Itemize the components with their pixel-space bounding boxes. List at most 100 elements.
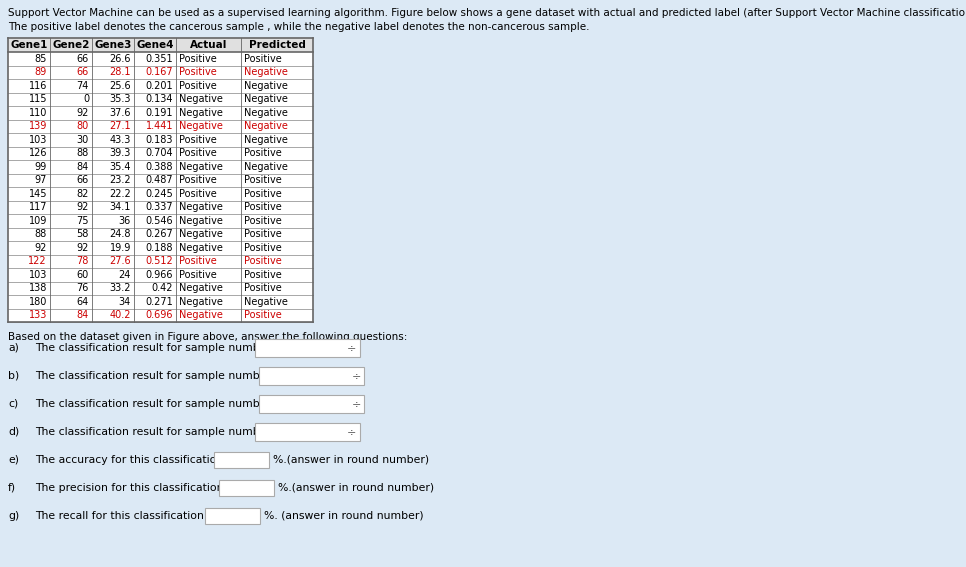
Text: a): a) [8, 343, 19, 353]
Text: The classification result for sample number 2 is: The classification result for sample num… [35, 343, 294, 353]
Text: Negative: Negative [179, 243, 223, 253]
Text: Negative: Negative [179, 284, 223, 293]
Text: d): d) [8, 427, 19, 437]
Text: 0.351: 0.351 [145, 54, 173, 64]
Bar [214, 452, 270, 468]
Text: 145: 145 [29, 189, 47, 199]
Text: 0.487: 0.487 [145, 175, 173, 185]
Text: 33.2: 33.2 [109, 284, 131, 293]
Text: 76: 76 [76, 284, 89, 293]
Text: 0.183: 0.183 [146, 135, 173, 145]
Text: Positive: Positive [179, 175, 216, 185]
Text: The classification result for sample number 20 is: The classification result for sample num… [35, 399, 300, 409]
Text: e): e) [8, 455, 19, 465]
Text: Positive: Positive [179, 189, 216, 199]
Text: 103: 103 [29, 270, 47, 280]
Text: 0.134: 0.134 [146, 94, 173, 104]
Text: ÷: ÷ [347, 427, 356, 437]
Bar [8, 160, 313, 174]
Text: Gene3: Gene3 [95, 40, 131, 50]
Text: Negative: Negative [244, 135, 288, 145]
Text: Actual: Actual [189, 40, 227, 50]
Text: 30: 30 [76, 135, 89, 145]
Text: %. (answer in round number): %. (answer in round number) [265, 511, 424, 521]
Text: The classification result for sample number 6 is: The classification result for sample num… [35, 427, 294, 437]
Text: Negative: Negative [244, 121, 288, 131]
Text: 0.42: 0.42 [152, 284, 173, 293]
Text: Support Vector Machine can be used as a supervised learning algorithm. Figure be: Support Vector Machine can be used as a … [8, 8, 966, 18]
Bar [8, 146, 313, 160]
Text: ÷: ÷ [347, 343, 356, 353]
Bar [8, 52, 313, 66]
Text: Negative: Negative [244, 94, 288, 104]
Text: 78: 78 [76, 256, 89, 266]
Text: 84: 84 [76, 162, 89, 172]
Text: Negative: Negative [244, 67, 288, 77]
Bar [8, 120, 313, 133]
Text: 35.4: 35.4 [109, 162, 131, 172]
Text: Positive: Positive [244, 189, 282, 199]
Text: 0: 0 [83, 94, 89, 104]
Text: Negative: Negative [244, 81, 288, 91]
Text: 0.201: 0.201 [145, 81, 173, 91]
Text: Positive: Positive [244, 243, 282, 253]
Text: 80: 80 [76, 121, 89, 131]
Text: Positive: Positive [244, 216, 282, 226]
Text: 35.3: 35.3 [109, 94, 131, 104]
Text: 139: 139 [29, 121, 47, 131]
Text: Gene2: Gene2 [52, 40, 90, 50]
Text: Positive: Positive [244, 256, 282, 266]
Text: 0.191: 0.191 [146, 108, 173, 118]
Text: 89: 89 [35, 67, 47, 77]
Text: 92: 92 [76, 108, 89, 118]
Text: Negative: Negative [179, 108, 223, 118]
Text: Negative: Negative [244, 108, 288, 118]
Text: 0.704: 0.704 [145, 148, 173, 158]
Text: 27.1: 27.1 [109, 121, 131, 131]
Text: 117: 117 [29, 202, 47, 212]
Bar [8, 79, 313, 92]
Bar [260, 367, 364, 385]
Text: 92: 92 [76, 202, 89, 212]
Text: 27.6: 27.6 [109, 256, 131, 266]
Bar [8, 227, 313, 241]
Text: Negative: Negative [179, 216, 223, 226]
Text: 24.8: 24.8 [109, 229, 131, 239]
Text: 110: 110 [29, 108, 47, 118]
Text: 0.245: 0.245 [145, 189, 173, 199]
Text: Positive: Positive [244, 310, 282, 320]
Text: Positive: Positive [244, 202, 282, 212]
Text: 0.546: 0.546 [145, 216, 173, 226]
Bar [255, 423, 360, 441]
Text: The recall for this classification is: The recall for this classification is [35, 511, 216, 521]
Text: 84: 84 [76, 310, 89, 320]
Bar [205, 508, 260, 524]
Text: Negative: Negative [244, 162, 288, 172]
Text: 0.696: 0.696 [146, 310, 173, 320]
Text: 37.6: 37.6 [109, 108, 131, 118]
Text: Gene1: Gene1 [11, 40, 47, 50]
Text: 82: 82 [76, 189, 89, 199]
Text: Based on the dataset given in Figure above, answer the following questions:: Based on the dataset given in Figure abo… [8, 332, 408, 342]
Text: Negative: Negative [179, 297, 223, 307]
Bar [8, 201, 313, 214]
Text: 25.6: 25.6 [109, 81, 131, 91]
Text: 133: 133 [29, 310, 47, 320]
Text: 66: 66 [76, 54, 89, 64]
Text: b): b) [8, 371, 19, 381]
Text: 88: 88 [35, 229, 47, 239]
Text: 19.9: 19.9 [109, 243, 131, 253]
Text: Positive: Positive [244, 54, 282, 64]
Text: Gene4: Gene4 [136, 40, 174, 50]
Text: 0.271: 0.271 [145, 297, 173, 307]
Bar [8, 241, 313, 255]
Text: The positive label denotes the cancerous sample , while the negative label denot: The positive label denotes the cancerous… [8, 22, 589, 32]
Text: 0.167: 0.167 [145, 67, 173, 77]
Text: 24: 24 [119, 270, 131, 280]
Text: c): c) [8, 399, 18, 409]
Text: 103: 103 [29, 135, 47, 145]
Text: 138: 138 [29, 284, 47, 293]
Bar [8, 281, 313, 295]
Text: 0.512: 0.512 [145, 256, 173, 266]
Text: 99: 99 [35, 162, 47, 172]
